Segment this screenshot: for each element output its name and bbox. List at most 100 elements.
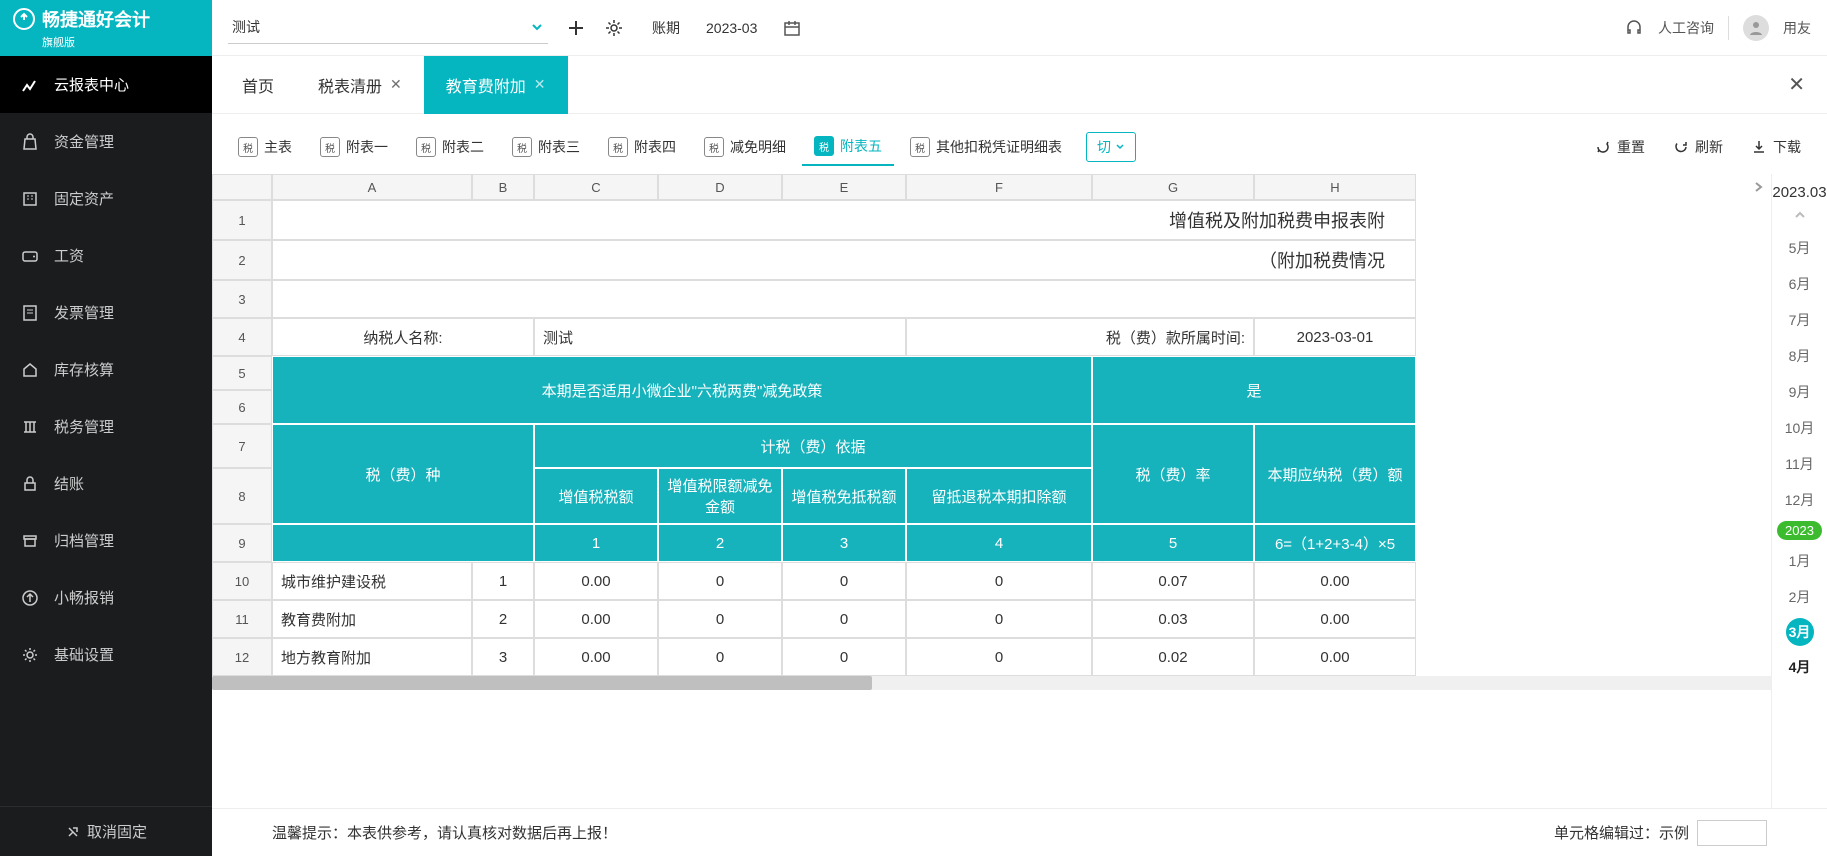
cell[interactable]: 0.03 [1092,600,1254,638]
cell[interactable]: 0.07 [1092,562,1254,600]
month-item[interactable]: 1月 [1789,546,1811,576]
col-header[interactable]: H [1254,174,1416,200]
close-icon[interactable]: ✕ [390,76,402,93]
cell[interactable]: 0 [906,638,1092,676]
col-header[interactable]: D [658,174,782,200]
subtab-other[interactable]: 税其他扣税凭证明细表 [898,129,1074,165]
sidebar-item-inventory[interactable]: 库存核算 [0,341,212,398]
cell[interactable]: 0.00 [534,638,658,676]
sidebar-item-invoice[interactable]: 发票管理 [0,284,212,341]
period-value[interactable]: 2023-03 [698,16,765,40]
tab-tax-list[interactable]: 税表清册✕ [296,56,424,114]
consult-link[interactable]: 人工咨询 [1658,18,1714,38]
row-header[interactable]: 11 [212,600,272,638]
calendar-icon[interactable] [783,19,801,37]
scroll-up-icon[interactable] [1792,207,1808,223]
subtab-main[interactable]: 税主表 [226,129,304,165]
col-header[interactable]: A [272,174,472,200]
switch-button[interactable]: 切 [1086,132,1136,162]
subtab-f4[interactable]: 税附表四 [596,129,688,165]
policy-answer[interactable]: 是 [1092,356,1416,424]
month-item[interactable]: 5月 [1789,233,1811,263]
month-item[interactable]: 10月 [1785,413,1815,443]
cell[interactable]: 0 [906,600,1092,638]
sidebar-item-fixed-assets[interactable]: 固定资产 [0,170,212,227]
col-header[interactable]: F [906,174,1092,200]
month-item[interactable]: 6月 [1789,269,1811,299]
cell[interactable]: 城市维护建设税 [272,562,472,600]
month-item[interactable]: 9月 [1789,377,1811,407]
cell[interactable]: 0 [782,638,906,676]
row-header[interactable]: 7 [212,424,272,468]
cell[interactable]: 0.00 [1254,638,1416,676]
sidebar-item-archive[interactable]: 归档管理 [0,512,212,569]
cell[interactable]: 0.00 [534,600,658,638]
sidebar-item-salary[interactable]: 工资 [0,227,212,284]
download-button[interactable]: 下载 [1739,131,1813,163]
sidebar-item-reimburse[interactable]: 小畅报销 [0,569,212,626]
cell[interactable]: 0 [658,638,782,676]
subtab-f5[interactable]: 税附表五 [802,128,894,166]
scrollbar-thumb[interactable] [212,676,872,690]
cell[interactable]: 0 [658,562,782,600]
sidebar-item-tax[interactable]: 税务管理 [0,398,212,455]
example-input[interactable] [1697,820,1767,846]
sidebar-item-funds[interactable]: 资金管理 [0,113,212,170]
cell[interactable]: 0.00 [1254,562,1416,600]
month-item[interactable]: 8月 [1789,341,1811,371]
month-item[interactable]: 4月 [1789,652,1811,682]
cell[interactable]: 3 [472,638,534,676]
subtab-f1[interactable]: 税附表一 [308,129,400,165]
tab-home[interactable]: 首页 [220,56,296,114]
tab-edu-surcharge[interactable]: 教育费附加✕ [424,56,568,114]
subtab-f2[interactable]: 税附表二 [404,129,496,165]
sidebar-item-report-center[interactable]: 云报表中心 [0,56,212,113]
cell[interactable]: 0.00 [534,562,658,600]
col-header[interactable]: B [472,174,534,200]
reset-button[interactable]: 重置 [1583,131,1657,163]
sidebar-item-close[interactable]: 结账 [0,455,212,512]
row-header[interactable]: 5 [212,356,272,390]
sidebar-unpin[interactable]: 取消固定 [0,806,212,856]
cell[interactable]: 1 [472,562,534,600]
row-header[interactable]: 12 [212,638,272,676]
cell[interactable]: 0 [658,600,782,638]
row-header[interactable]: 4 [212,318,272,356]
row-header[interactable]: 2 [212,240,272,280]
cell[interactable]: 0 [782,562,906,600]
period-value-cell[interactable]: 2023-03-01 [1254,318,1416,356]
row-header[interactable]: 9 [212,524,272,562]
horizontal-scrollbar[interactable] [212,676,1771,690]
month-item[interactable]: 12月 [1785,485,1815,515]
row-header[interactable]: 10 [212,562,272,600]
close-icon[interactable]: ✕ [534,76,546,93]
col-header[interactable]: E [782,174,906,200]
cell[interactable]: 0 [906,562,1092,600]
row-header[interactable]: 6 [212,390,272,424]
month-item[interactable]: 7月 [1789,305,1811,335]
close-all-tabs[interactable]: ✕ [1774,72,1819,97]
cell[interactable]: 2 [472,600,534,638]
refresh-button[interactable]: 刷新 [1661,131,1735,163]
cell[interactable]: 0.00 [1254,600,1416,638]
row-header[interactable]: 1 [212,200,272,240]
col-header[interactable]: G [1092,174,1254,200]
col-header[interactable]: C [534,174,658,200]
avatar-icon[interactable] [1743,15,1769,41]
settings-button[interactable] [604,18,624,38]
expand-icon[interactable] [1745,174,1771,200]
taxpayer-value[interactable]: 测试 [534,318,906,356]
cell[interactable]: 教育费附加 [272,600,472,638]
spreadsheet[interactable]: A B C D E F G H 1 增值税及附加税费申报表附 2 （附加税费情况… [212,174,1771,808]
cell[interactable]: 0 [782,600,906,638]
cell[interactable]: 地方教育附加 [272,638,472,676]
add-button[interactable] [566,18,586,38]
row-header[interactable]: 8 [212,468,272,524]
row-header[interactable]: 3 [212,280,272,318]
month-current[interactable]: 3月 [1786,618,1814,646]
subtab-exempt[interactable]: 税减免明细 [692,129,798,165]
company-selector[interactable]: 测试 [228,11,548,44]
cell[interactable]: 0.02 [1092,638,1254,676]
month-item[interactable]: 11月 [1785,449,1814,479]
subtab-f3[interactable]: 税附表三 [500,129,592,165]
